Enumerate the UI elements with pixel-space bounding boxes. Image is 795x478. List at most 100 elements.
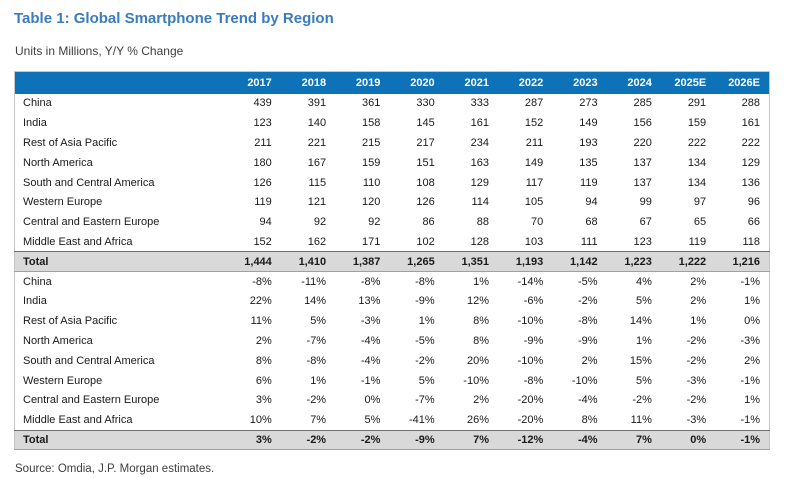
table-cell: 158 (362, 117, 381, 130)
table-cell: 22% (249, 295, 272, 308)
table-cell: -2% (686, 394, 707, 407)
table-cell: -8% (252, 275, 272, 288)
table-cell: 92 (313, 216, 327, 229)
table-cell: 111 (580, 235, 598, 248)
table-cell: -11% (301, 275, 327, 288)
table-cell: 1,265 (389, 251, 444, 273)
table-cell: 105 (524, 196, 544, 209)
table-row: North America 2% -7% -4% -5% 8% -9% -9% 1% -2% -3% (15, 331, 770, 351)
col-header-2026e: 2026E (715, 71, 770, 94)
row-label: Central and Eastern Europe (23, 216, 160, 229)
table-row: Middle East and Africa 10% 7% 5% -41% 26% -20%… (15, 410, 770, 430)
table-cell: -8% (306, 354, 327, 367)
table-cell: 5% (418, 374, 435, 387)
table-cell: 8% (473, 315, 489, 328)
table-cell: 221 (307, 136, 327, 149)
table-cell: 118 (742, 235, 760, 248)
table-cell: -1% (360, 374, 381, 387)
table-cell: -3% (740, 334, 760, 347)
table-cell: -5% (578, 275, 598, 288)
table-cell: 211 (525, 136, 544, 149)
table-cell: 66 (747, 216, 760, 229)
table-cell: 129 (470, 176, 489, 189)
table-cell: 13% (358, 295, 381, 308)
table-cell: -4% (360, 334, 381, 347)
table-cell: 128 (470, 235, 489, 248)
row-label: India (23, 295, 47, 308)
table-cell: 151 (416, 156, 435, 169)
table-cell: 3% (255, 394, 272, 407)
col-header-2020: 2020 (389, 71, 444, 94)
table-title: Table 1: Global Smartphone Trend by Regi… (14, 10, 334, 27)
table-cell: 4% (635, 275, 652, 288)
table-cell: 7% (443, 429, 498, 451)
table-cell: 273 (579, 97, 598, 110)
table-cell: 123 (253, 117, 272, 130)
table-cell: 119 (254, 196, 272, 209)
total-row-section-2: Total 3% -2% -2% -9% 7% -12% -4% 7% 0% -1% (14, 429, 770, 451)
table-cell: -41% (409, 413, 435, 426)
table-cell: 103 (524, 235, 544, 248)
table-cell: 1,216 (715, 251, 770, 273)
table-cell: -10% (517, 354, 544, 367)
table-cell: 2% (690, 275, 707, 288)
table-cell: -7% (306, 334, 327, 347)
row-label: Middle East and Africa (23, 413, 133, 426)
table-cell: -3% (686, 413, 707, 426)
table-cell: -6% (523, 295, 544, 308)
table-cell: 439 (253, 97, 272, 110)
table-cell: 14% (629, 315, 652, 328)
table-header-row: 2017 2018 2019 2020 2021 2022 2023 2024 2025E 202… (14, 71, 770, 94)
table-cell: -20% (517, 413, 544, 426)
table-cell: 137 (633, 176, 652, 189)
table-cell: -2% (686, 354, 707, 367)
col-header-2018: 2018 (280, 71, 336, 94)
table-cell: 2% (744, 354, 760, 367)
table-cell: 120 (362, 196, 381, 209)
table-cell: 145 (416, 117, 435, 130)
source-note: Source: Omdia, J.P. Morgan estimates. (15, 463, 215, 476)
table-row: Central and Eastern Europe 3% -2% 0% -7% 2% -2… (15, 390, 770, 410)
col-header-2019: 2019 (335, 71, 390, 94)
table-cell: -4% (552, 429, 607, 451)
table-row: India 123 140 158 145 161 152 149 156 159 161 (15, 113, 770, 133)
col-header-2021: 2021 (443, 71, 498, 94)
table-cell: 167 (307, 156, 327, 169)
table-cell: 102 (416, 235, 435, 248)
table-cell: 1,410 (280, 251, 336, 273)
table-cell: 117 (525, 176, 544, 189)
row-label: South and Central America (23, 354, 155, 367)
table-cell: -10% (517, 315, 544, 328)
table-cell: 11% (630, 413, 652, 426)
table-row: Western Europe 119 121 120 126 114 105 94 99 97 96 (15, 192, 770, 212)
smartphone-trend-table: 2017 2018 2019 2020 2021 2022 2023 2024 2025E 202… (14, 71, 770, 451)
table-cell: 108 (416, 176, 435, 189)
table-cell: -10% (571, 374, 598, 387)
row-label: Rest of Asia Pacific (23, 315, 118, 328)
table-cell: 361 (362, 97, 381, 110)
row-label: India (23, 117, 47, 130)
table-row: Rest of Asia Pacific 211 221 215 217 234 211 19… (15, 133, 770, 153)
table-row: China 439 391 361 330 333 287 273 285 291 288 (15, 94, 770, 114)
table-cell: 152 (253, 235, 272, 248)
table-cell: 1,223 (606, 251, 661, 273)
table-cell: 126 (416, 196, 435, 209)
table-cell: 126 (253, 176, 272, 189)
table-cell: 137 (633, 156, 652, 169)
table-cell: 1,193 (497, 251, 553, 273)
table-cell: 99 (639, 196, 652, 209)
table-cell: 220 (633, 136, 652, 149)
table-cell: 215 (362, 136, 381, 149)
table-cell: 234 (470, 136, 489, 149)
table-row: South and Central America 126 115 110 108 129… (15, 173, 770, 193)
table-cell: 7% (310, 413, 327, 426)
table-cell: 135 (579, 156, 598, 169)
row-label: Western Europe (23, 374, 103, 387)
table-cell: 149 (579, 117, 598, 130)
col-header-2024: 2024 (606, 71, 661, 94)
table-row: North America 180 167 159 151 163 149 135 137 134… (15, 153, 770, 173)
table-cell: 88 (476, 216, 489, 229)
table-cell: 134 (687, 176, 707, 189)
table-cell: 97 (693, 196, 707, 209)
